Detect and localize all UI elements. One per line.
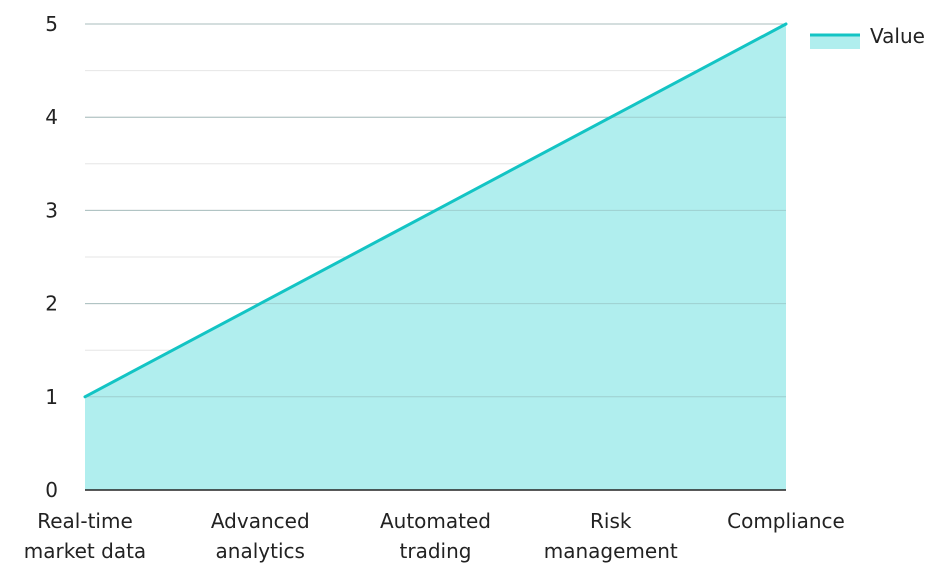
legend-swatch-fill [810, 35, 860, 49]
y-tick-label: 3 [45, 198, 58, 222]
x-tick-label: Risk management [544, 509, 678, 563]
y-tick-label: 5 [45, 12, 58, 36]
x-tick-label-line: Compliance [727, 509, 845, 533]
x-tick-label-line: Risk [590, 509, 632, 533]
x-tick-label: Real-time market data [24, 509, 146, 563]
x-tick-label-line: Automated [380, 509, 491, 533]
area-series [83, 22, 788, 490]
y-tick-label: 2 [45, 292, 58, 316]
x-tick-label: Compliance [727, 509, 845, 533]
y-tick-label: 4 [45, 105, 58, 129]
y-tick-label: 0 [45, 478, 58, 502]
x-axis: Real-time market data Advanced analytics Aut… [24, 489, 845, 563]
y-tick-label: 1 [45, 385, 58, 409]
x-tick-label-line: market data [24, 539, 146, 563]
x-tick-label: Automated trading [380, 509, 491, 563]
x-tick-label-line: Real-time [37, 509, 133, 533]
x-tick-label-line: analytics [216, 539, 305, 563]
x-tick-label-line: Advanced [211, 509, 310, 533]
x-tick-label: Advanced analytics [211, 509, 310, 563]
x-tick-label-line: trading [400, 539, 472, 563]
legend: Value [810, 24, 925, 49]
area-fill [85, 24, 786, 490]
y-axis: 0 1 2 3 4 5 [45, 12, 58, 502]
x-tick-label-line: management [544, 539, 678, 563]
legend-label: Value [870, 24, 925, 48]
